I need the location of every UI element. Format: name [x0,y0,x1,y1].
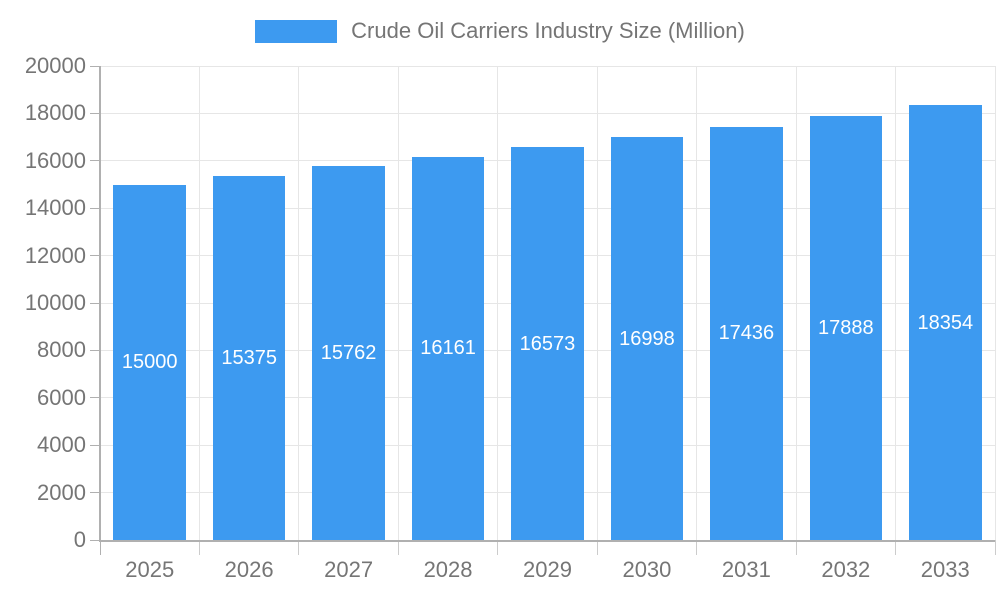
bar-value-label: 16161 [420,337,476,360]
x-tick [596,540,598,555]
y-tick-label: 10000 [24,290,86,315]
x-tick-label: 2030 [622,557,672,582]
y-tick [90,255,100,257]
bar-value-label: 16573 [519,332,576,355]
bar-2033 [908,105,982,540]
y-tick [90,349,100,351]
bar-2025 [113,184,187,540]
y-tick [90,492,100,494]
bar-2032 [809,116,883,540]
gridline-h [100,112,995,114]
gridline-h [100,65,995,67]
x-tick [994,540,996,555]
y-tick-label: 14000 [24,195,86,221]
y-tick-label: 6000 [37,384,86,410]
x-tick [696,540,698,555]
y-tick [90,539,100,541]
bar-2027 [312,166,385,540]
gridline-v [198,66,200,540]
y-tick [90,207,100,209]
gridline-v [497,66,499,540]
bar-2031 [710,126,783,540]
y-axis-line [99,66,101,540]
x-tick-label: 2028 [423,557,473,582]
bar-value-label: 15762 [320,342,377,365]
x-tick [795,540,797,555]
gridline-v [298,66,300,540]
x-tick-label: 2033 [920,557,970,582]
bar-2029 [511,147,584,540]
gridline-v [696,66,698,540]
x-tick-label: 2032 [821,557,871,582]
y-tick-label: 18000 [24,100,86,126]
y-tick [90,302,100,304]
y-tick-label: 2000 [37,479,86,505]
y-tick-label: 0 [73,527,86,552]
x-tick-label: 2027 [324,557,374,582]
x-axis-line [99,540,995,542]
y-tick [90,160,100,162]
x-tick-label: 2031 [721,557,771,582]
x-tick [497,540,499,555]
gridline-v [397,66,399,540]
x-tick-label: 2026 [224,557,274,582]
legend: Crude Oil Carriers Industry Size (Millio… [0,18,1000,44]
bar-2030 [610,137,684,540]
y-tick [90,444,100,446]
y-tick-label: 20000 [24,53,86,78]
x-tick [895,540,897,555]
x-tick-label: 2025 [125,557,175,582]
legend-label: Crude Oil Carriers Industry Size (Millio… [351,18,745,43]
y-tick [90,397,100,399]
bar-value-label: 17436 [718,322,775,345]
bar-value-label: 15375 [221,346,277,369]
bar-value-label: 16998 [619,327,675,350]
x-tick [298,540,300,555]
y-tick [90,65,100,67]
y-tick-label: 12000 [24,242,86,268]
y-tick [90,112,100,114]
x-tick [198,540,200,555]
gridline-v [795,66,797,540]
bar-2026 [212,175,286,540]
x-tick [397,540,399,555]
x-tick-label: 2029 [523,557,572,582]
y-tick-label: 16000 [24,147,86,173]
y-tick-label: 8000 [37,337,86,363]
gridline-v [994,66,996,540]
bar-value-label: 17888 [818,317,874,340]
bar-2028 [411,156,485,540]
legend-swatch [255,19,338,43]
x-tick [99,540,101,555]
gridline-v [596,66,598,540]
bar-value-label: 18354 [917,311,974,334]
bar-value-label: 15000 [121,351,178,374]
gridline-v [895,66,897,540]
y-tick-label: 4000 [37,432,86,458]
